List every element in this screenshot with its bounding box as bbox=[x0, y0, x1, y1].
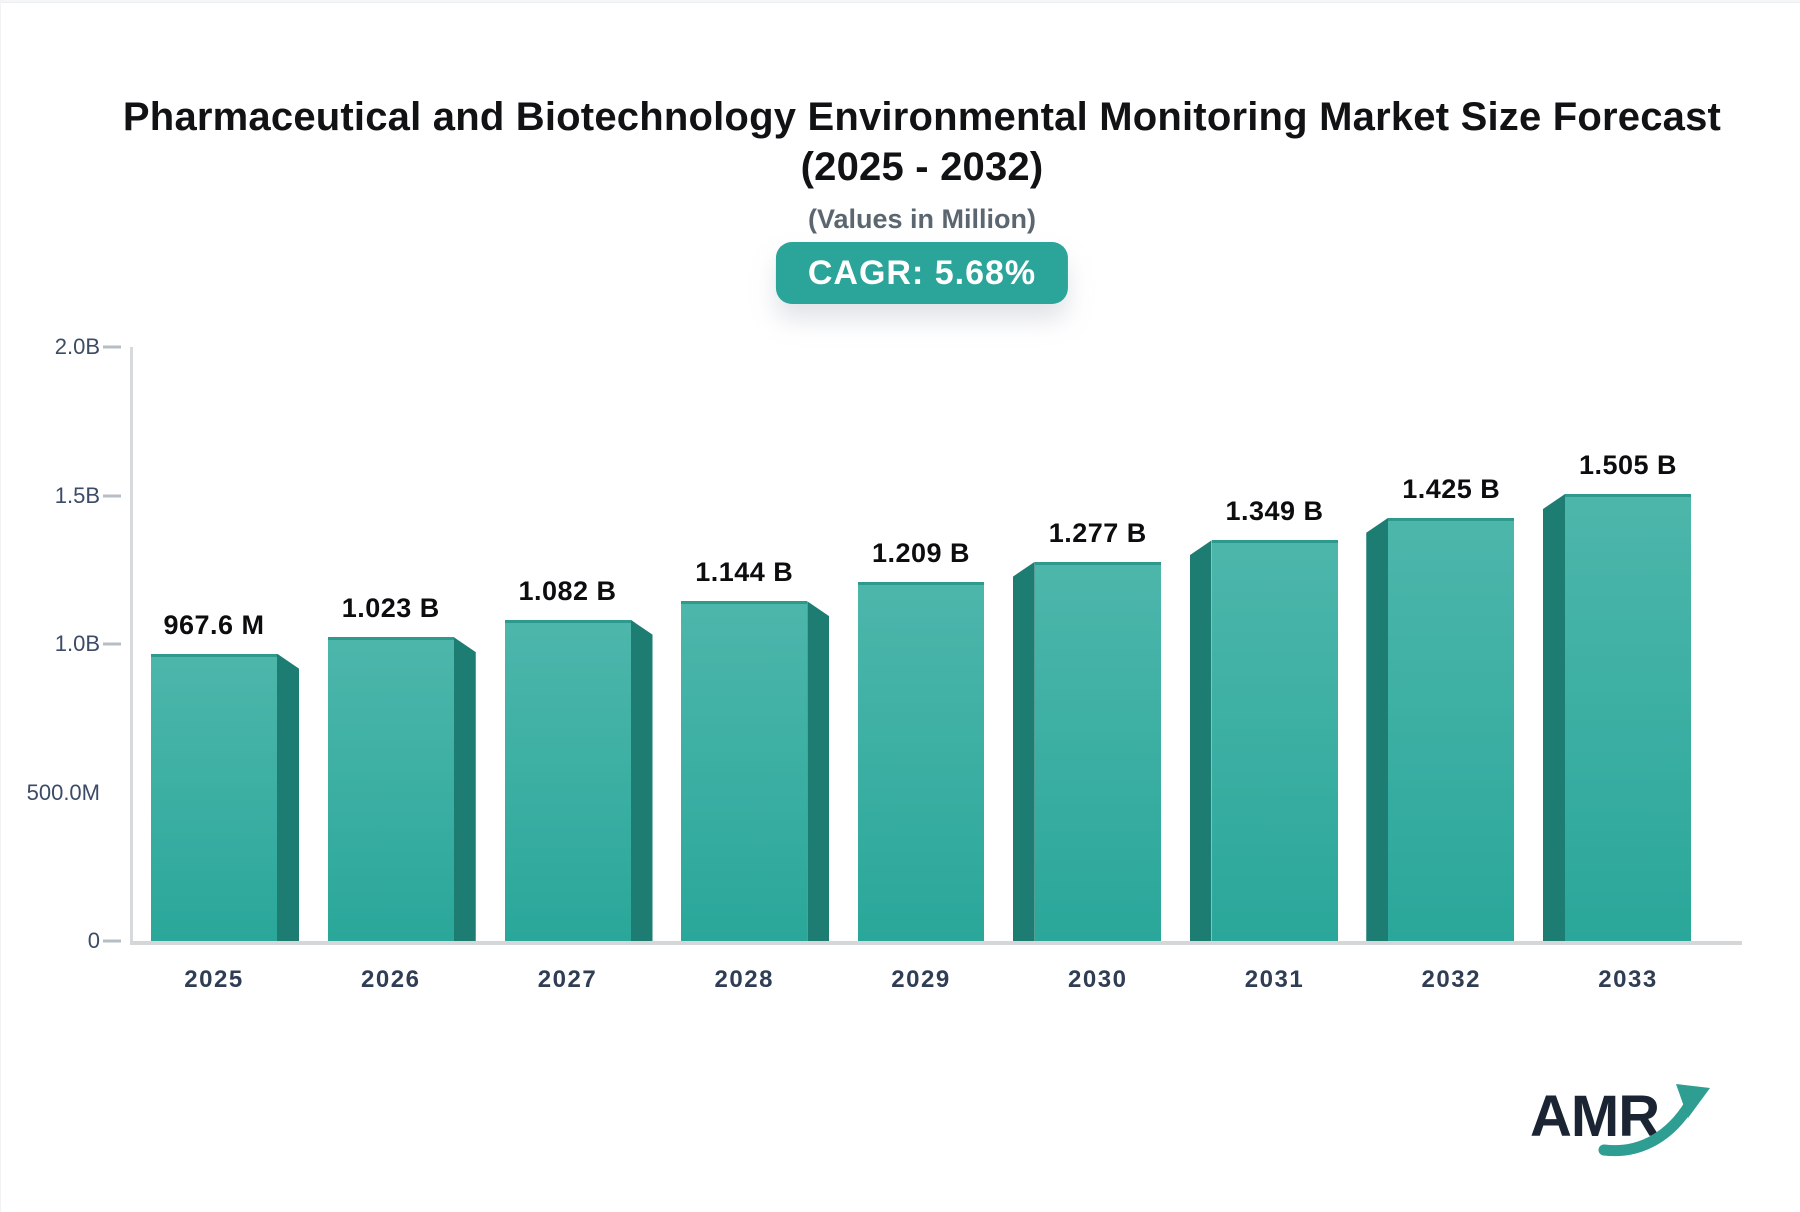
bar-face-2027 bbox=[504, 619, 631, 941]
bar-side-2030 bbox=[1012, 561, 1035, 941]
x-tick-label: 2026 bbox=[361, 966, 421, 993]
bar-value-label: 1.209 B bbox=[871, 537, 971, 568]
y-tick-label: 500.0M bbox=[26, 779, 100, 805]
x-tick-label: 2027 bbox=[537, 966, 598, 993]
chart-header: Pharmaceutical and Biotechnology Environ… bbox=[123, 92, 1721, 304]
y-tick-dash bbox=[103, 345, 121, 349]
x-axis-baseline bbox=[130, 941, 1742, 945]
x-tick-label: 2031 bbox=[1244, 966, 1305, 993]
bar-face-2028 bbox=[681, 601, 808, 941]
amr-logo: AMR bbox=[1530, 1084, 1710, 1168]
x-tick-label: 2033 bbox=[1598, 966, 1658, 993]
y-tick-dash bbox=[103, 939, 121, 943]
bar-side-2026 bbox=[453, 637, 476, 941]
y-axis-line bbox=[130, 347, 133, 943]
chart-subtitle: (Values in Million) bbox=[807, 204, 1037, 234]
bar-face-2032 bbox=[1388, 517, 1515, 941]
trend-up-arrow-icon bbox=[1598, 1084, 1710, 1157]
y-tick-dash bbox=[103, 642, 121, 646]
x-tick-label: 2029 bbox=[891, 966, 951, 993]
bar-value-label: 1.144 B bbox=[695, 557, 794, 588]
chart-title-line2: (2025 - 2032) bbox=[800, 145, 1044, 189]
chart-title-line1: Pharmaceutical and Biotechnology Environ… bbox=[122, 95, 1722, 139]
bar-value-label: 1.023 B bbox=[341, 593, 440, 624]
bar-value-label: 1.082 B bbox=[518, 575, 617, 606]
y-tick-label: 2.0B bbox=[54, 334, 100, 359]
bar-face-2030 bbox=[1034, 561, 1161, 941]
bar-face-2033 bbox=[1565, 494, 1691, 941]
bar-face-2025 bbox=[151, 653, 277, 941]
bar-side-2025 bbox=[277, 653, 299, 941]
bar-side-2033 bbox=[1543, 494, 1565, 941]
bar-face-2026 bbox=[327, 637, 454, 941]
bar-face-2031 bbox=[1211, 540, 1338, 941]
page-top-border bbox=[0, 0, 1800, 3]
bar-face-2029 bbox=[858, 581, 984, 941]
bar-value-label: 1.277 B bbox=[1048, 517, 1147, 548]
bar-value-label: 1.425 B bbox=[1402, 473, 1501, 504]
y-tick-dash bbox=[103, 494, 121, 497]
x-tick-label: 2025 bbox=[184, 966, 244, 993]
bar-value-label: 1.349 B bbox=[1225, 496, 1324, 527]
y-tick-label: 0 bbox=[87, 928, 100, 953]
bar-value-label: 967.6 M bbox=[163, 609, 265, 640]
y-tick-label: 1.0B bbox=[54, 631, 100, 656]
y-tick-label: 1.5B bbox=[54, 482, 100, 508]
bar-side-2028 bbox=[807, 601, 830, 941]
bar-value-label: 1.505 B bbox=[1578, 450, 1678, 480]
bar-side-2031 bbox=[1189, 540, 1212, 941]
x-tick-label: 2032 bbox=[1421, 966, 1481, 993]
amr-logo-text: AMR bbox=[1530, 1084, 1660, 1149]
x-tick-label: 2030 bbox=[1068, 966, 1128, 993]
cagr-badge: CAGR: 5.68% bbox=[775, 242, 1069, 304]
bar-side-2032 bbox=[1366, 517, 1389, 941]
page-left-border bbox=[0, 0, 1, 1212]
bar-side-2027 bbox=[630, 619, 653, 941]
x-tick-label: 2028 bbox=[714, 966, 774, 993]
